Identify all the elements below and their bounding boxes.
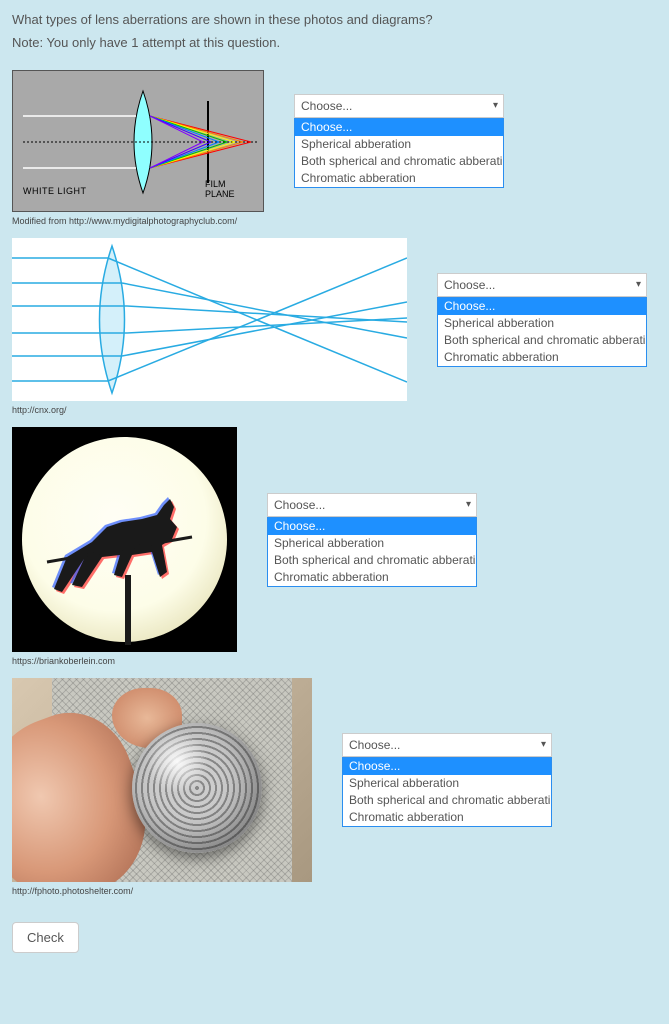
dropdown-option[interactable]: Choose... [343,758,551,775]
white-light-label: WHITE LIGHT [23,186,87,196]
dropdown-2[interactable]: Choose... Choose... Spherical abberation… [437,273,647,367]
dropdown-option[interactable]: Spherical abberation [295,136,503,153]
photo-horse [12,427,237,652]
dropdown-option[interactable]: Choose... [438,298,646,315]
question-text: What types of lens aberrations are shown… [12,12,657,27]
diagram-spherical [12,238,407,401]
caption-3: https://briankoberlein.com [12,656,657,666]
dropdown-option[interactable]: Choose... [295,119,503,136]
item-3: Choose... Choose... Spherical abberation… [12,427,657,666]
dropdown-option[interactable]: Spherical abberation [268,535,476,552]
dropdown-3[interactable]: Choose... Choose... Spherical abberation… [267,493,477,587]
dropdown-4-header[interactable]: Choose... [342,733,552,757]
note-text: Note: You only have 1 attempt at this qu… [12,35,657,50]
caption-4: http://fphoto.photoshelter.com/ [12,886,657,896]
dropdown-option[interactable]: Chromatic abberation [268,569,476,586]
dropdown-option[interactable]: Both spherical and chromatic abberation [295,153,503,170]
dropdown-1[interactable]: Choose... Choose... Spherical abberation… [294,94,504,188]
dropdown-3-header[interactable]: Choose... [267,493,477,517]
dropdown-option[interactable]: Choose... [268,518,476,535]
item-4: Choose... Choose... Spherical abberation… [12,678,657,896]
dropdown-option[interactable]: Chromatic abberation [438,349,646,366]
dropdown-2-header[interactable]: Choose... [437,273,647,297]
dropdown-2-list: Choose... Spherical abberation Both sphe… [437,297,647,367]
dropdown-option[interactable]: Both spherical and chromatic abberation [438,332,646,349]
item-2: Choose... Choose... Spherical abberation… [12,238,657,415]
caption-1: Modified from http://www.mydigitalphotog… [12,216,657,226]
dropdown-option[interactable]: Chromatic abberation [343,809,551,826]
caption-2: http://cnx.org/ [12,405,657,415]
dropdown-1-header[interactable]: Choose... [294,94,504,118]
dropdown-4-list: Choose... Spherical abberation Both sphe… [342,757,552,827]
dropdown-option[interactable]: Spherical abberation [438,315,646,332]
item-1: WHITE LIGHT FILMPLANE Choose... Choose..… [12,70,657,226]
dropdown-3-list: Choose... Spherical abberation Both sphe… [267,517,477,587]
photo-glass-ball [12,678,312,882]
film-plane-label: FILMPLANE [205,179,235,199]
check-button[interactable]: Check [12,922,79,953]
dropdown-option[interactable]: Spherical abberation [343,775,551,792]
diagram-chromatic: WHITE LIGHT FILMPLANE [12,70,264,212]
dropdown-4[interactable]: Choose... Choose... Spherical abberation… [342,733,552,827]
dropdown-option[interactable]: Both spherical and chromatic abberation [268,552,476,569]
dropdown-1-list: Choose... Spherical abberation Both sphe… [294,118,504,188]
dropdown-option[interactable]: Chromatic abberation [295,170,503,187]
dropdown-option[interactable]: Both spherical and chromatic abberation [343,792,551,809]
